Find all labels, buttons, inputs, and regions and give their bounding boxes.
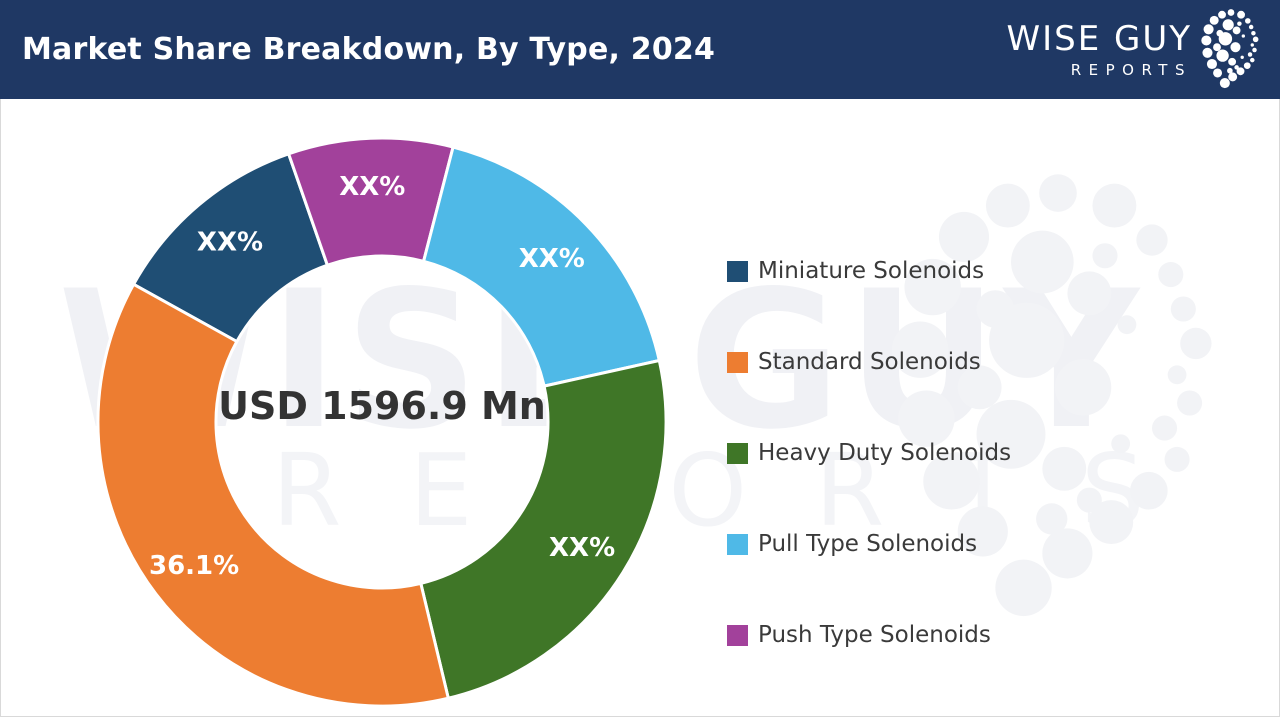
legend-item-heavy-duty: Heavy Duty Solenoids — [727, 440, 1011, 467]
frame-border-left — [0, 99, 1, 716]
legend-swatch-pull-type — [727, 534, 748, 555]
slice-label: XX% — [339, 172, 405, 202]
legend-item-push-type: Push Type Solenoids — [727, 622, 1011, 649]
brand-logo: WISE GUY REPORTS — [1006, 6, 1266, 94]
legend-swatch-heavy-duty — [727, 443, 748, 464]
page-title: Market Share Breakdown, By Type, 2024 — [22, 32, 716, 67]
legend-label: Pull Type Solenoids — [758, 531, 978, 557]
donut-slice-standard-solenoids — [96, 282, 450, 708]
slice-label: XX% — [549, 533, 615, 563]
chart-center-total: USD 1596.9 Mn — [218, 384, 546, 428]
slice-label: XX% — [197, 228, 263, 258]
logo-subtext: REPORTS — [1070, 61, 1192, 79]
donut-slice-heavy-duty-solenoids — [419, 359, 668, 700]
legend-item-miniature: Miniature Solenoids — [727, 258, 1011, 285]
legend-item-standard: Standard Solenoids — [727, 349, 1011, 376]
legend-label: Push Type Solenoids — [758, 622, 991, 648]
frame-border-bottom — [0, 716, 1280, 717]
header-bar: Market Share Breakdown, By Type, 2024 WI… — [0, 0, 1280, 99]
legend-swatch-standard — [727, 352, 748, 373]
logo-wordmark: WISE GUY — [1006, 19, 1192, 59]
slice-label: 36.1% — [149, 551, 239, 581]
legend-label: Miniature Solenoids — [758, 258, 985, 284]
legend-label: Heavy Duty Solenoids — [758, 440, 1012, 466]
legend-swatch-miniature — [727, 261, 748, 282]
legend-swatch-push-type — [727, 625, 748, 646]
logo-face-icon — [1201, 9, 1259, 89]
donut-slice-pull-type-solenoids — [422, 145, 661, 388]
legend-label: Standard Solenoids — [758, 349, 981, 375]
slice-label: XX% — [519, 244, 585, 274]
chart-legend: Miniature Solenoids Standard Solenoids H… — [727, 258, 1011, 649]
legend-item-pull-type: Pull Type Solenoids — [727, 531, 1011, 558]
